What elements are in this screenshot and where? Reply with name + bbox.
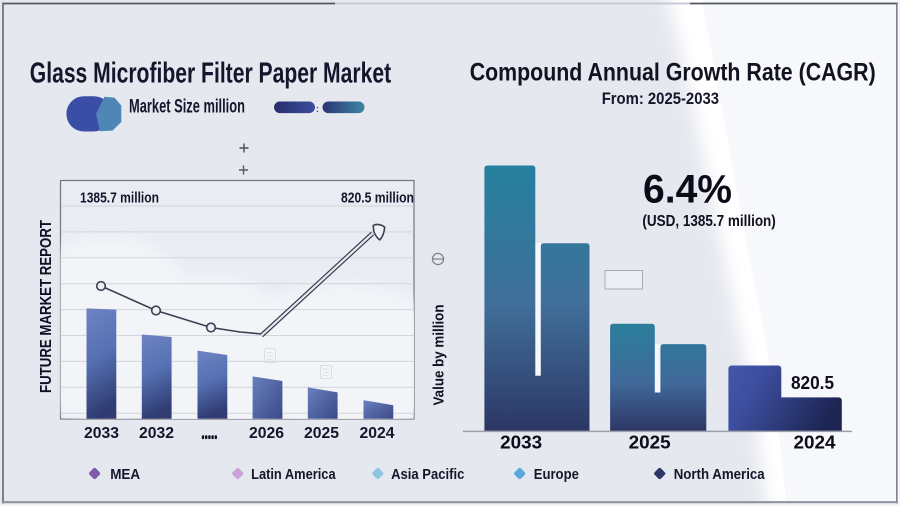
svg-text:Value by million: Value by million <box>431 305 448 406</box>
svg-text:From: 2025-2033: From: 2025-2033 <box>602 89 719 108</box>
svg-text:FUTURE MARKET REPORT: FUTURE MARKET REPORT <box>38 220 55 393</box>
svg-text:820.5 million: 820.5 million <box>341 190 414 206</box>
svg-text:Glass Microfiber Filter Paper: Glass Microfiber Filter Paper Market <box>30 58 392 90</box>
svg-text:Asia Pacific: Asia Pacific <box>391 466 464 483</box>
svg-text:2033: 2033 <box>84 425 119 442</box>
svg-text:MEA: MEA <box>110 466 140 483</box>
svg-text:Europe: Europe <box>534 466 579 483</box>
svg-text::: : <box>316 104 319 114</box>
svg-text:6.4%: 6.4% <box>643 168 732 212</box>
svg-text:Compound Annual Growth Rate (C: Compound Annual Growth Rate (CAGR) <box>470 58 876 86</box>
svg-text:2024: 2024 <box>360 425 395 442</box>
svg-text:2024: 2024 <box>794 432 837 453</box>
svg-text:2025: 2025 <box>629 432 671 453</box>
svg-text:North America: North America <box>674 466 766 483</box>
svg-text:820.5: 820.5 <box>791 372 834 393</box>
svg-text:Latin America: Latin America <box>251 466 336 483</box>
svg-text:2026: 2026 <box>249 425 284 442</box>
svg-text:(USD, 1385.7 million): (USD, 1385.7 million) <box>642 213 775 230</box>
svg-text:2032: 2032 <box>139 425 174 442</box>
svg-text:1385.7 million: 1385.7 million <box>80 190 159 206</box>
svg-text:2033: 2033 <box>500 432 542 453</box>
svg-text:2025: 2025 <box>304 425 339 442</box>
svg-text:Market Size million: Market Size million <box>129 96 245 117</box>
